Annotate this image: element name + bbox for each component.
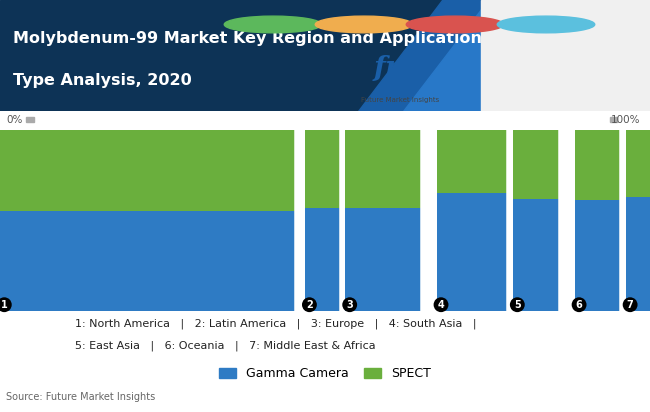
Text: Molybdenum-99 Market Key Region and Application: Molybdenum-99 Market Key Region and Appl… <box>13 31 482 46</box>
Text: fmi: fmi <box>374 56 426 82</box>
Text: 1: 1 <box>1 300 8 310</box>
Circle shape <box>224 16 322 33</box>
Bar <box>26 117 34 122</box>
Bar <box>513 130 559 199</box>
Bar <box>437 130 506 193</box>
Text: 6: 6 <box>576 300 582 310</box>
Text: 5: East Asia   |   6: Oceania   |   7: Middle East & Africa: 5: East Asia | 6: Oceania | 7: Middle Ea… <box>75 340 376 351</box>
Text: 100%: 100% <box>611 115 640 125</box>
Legend: Gamma Camera, SPECT: Gamma Camera, SPECT <box>214 363 436 385</box>
Polygon shape <box>358 0 650 111</box>
Text: 2: 2 <box>306 300 313 310</box>
Circle shape <box>315 16 413 33</box>
Bar <box>575 201 621 311</box>
Bar <box>626 130 650 197</box>
Bar <box>305 208 340 311</box>
Text: 3: 3 <box>346 300 353 310</box>
Polygon shape <box>403 0 650 111</box>
Bar <box>0 211 296 311</box>
Text: 1: North America   |   2: Latin America   |   3: Europe   |   4: South Asia   |: 1: North America | 2: Latin America | 3:… <box>75 318 476 329</box>
Text: 4: 4 <box>437 300 445 310</box>
Bar <box>437 193 506 311</box>
Text: 5: 5 <box>514 300 521 310</box>
Bar <box>626 197 650 311</box>
Bar <box>575 130 621 201</box>
Bar <box>345 130 421 208</box>
Bar <box>481 0 650 111</box>
Bar <box>345 208 421 311</box>
Text: Type Analysis, 2020: Type Analysis, 2020 <box>13 73 192 89</box>
Text: 7: 7 <box>627 300 634 310</box>
Bar <box>305 130 340 208</box>
Text: Source: Future Market Insights: Source: Future Market Insights <box>6 392 156 402</box>
Text: Future Market Insights: Future Market Insights <box>361 97 439 103</box>
Text: 0%: 0% <box>6 115 23 125</box>
Bar <box>610 117 617 122</box>
Circle shape <box>406 16 504 33</box>
Circle shape <box>497 16 595 33</box>
Bar <box>513 199 559 311</box>
Bar <box>0 130 296 211</box>
